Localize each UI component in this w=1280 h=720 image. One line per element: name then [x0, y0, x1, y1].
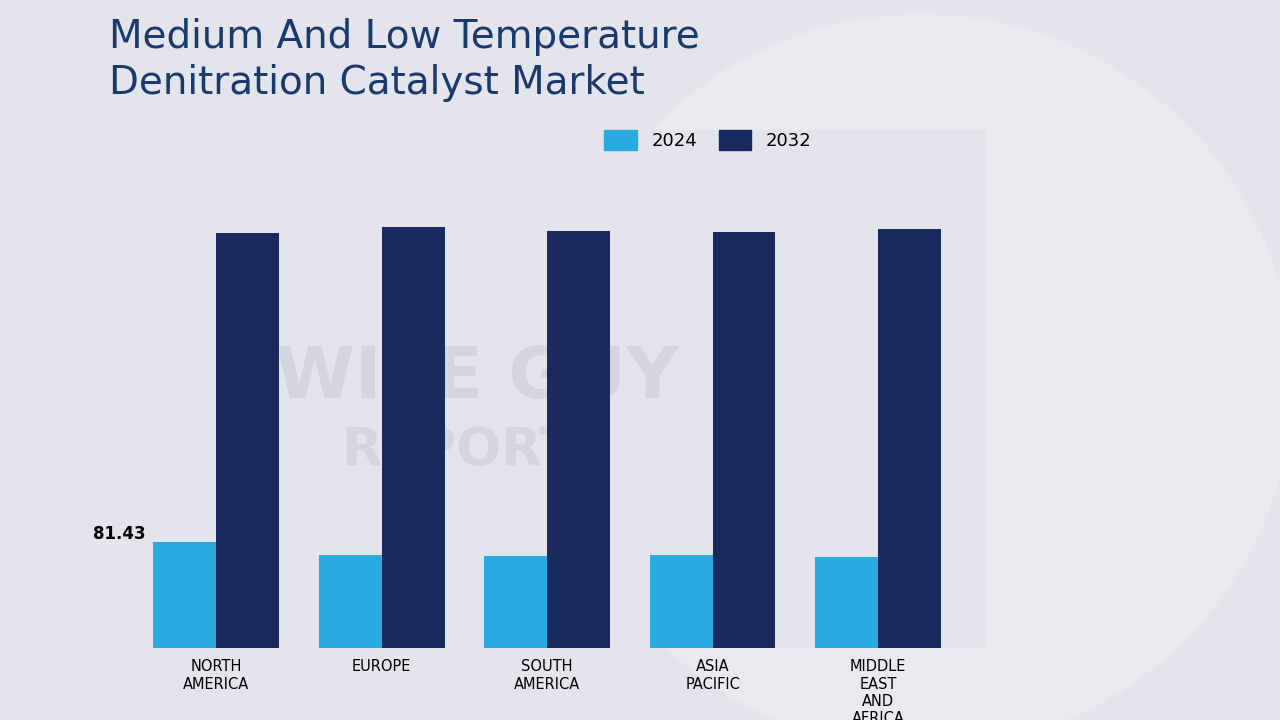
- Bar: [319, 554, 381, 648]
- Text: Medium And Low Temperature
Denitration Catalyst Market: Medium And Low Temperature Denitration C…: [109, 18, 700, 102]
- Bar: [484, 556, 548, 648]
- Bar: [548, 230, 611, 648]
- Text: 81.43: 81.43: [92, 525, 145, 543]
- Bar: [713, 232, 776, 648]
- Bar: [650, 555, 713, 648]
- Ellipse shape: [550, 14, 1280, 720]
- Bar: [815, 557, 878, 648]
- Bar: [154, 542, 216, 648]
- Legend: 2024, 2032: 2024, 2032: [598, 123, 819, 158]
- Text: REPORTS: REPORTS: [340, 425, 613, 477]
- Bar: [878, 230, 941, 648]
- Text: WISE GUY: WISE GUY: [275, 344, 678, 413]
- Bar: [216, 233, 279, 648]
- Bar: [381, 227, 444, 648]
